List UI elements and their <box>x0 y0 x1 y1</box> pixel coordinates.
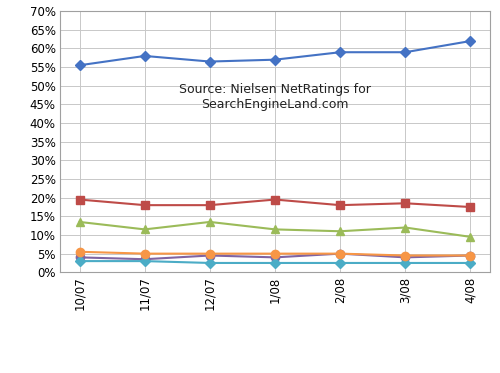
AOL <box>76 255 82 260</box>
Microsoft <box>337 229 343 233</box>
Google <box>272 57 278 62</box>
Microsoft <box>402 225 408 230</box>
AOL <box>337 251 343 256</box>
Others <box>76 250 82 254</box>
AOL <box>272 255 278 260</box>
Others <box>468 253 473 258</box>
Microsoft <box>207 220 213 224</box>
Others <box>337 251 343 256</box>
Google <box>337 50 343 54</box>
Ask <box>468 261 473 265</box>
Google <box>142 54 148 58</box>
Google <box>468 39 473 43</box>
Text: Source: Nielsen NetRatings for
SearchEngineLand.com: Source: Nielsen NetRatings for SearchEng… <box>179 83 371 111</box>
Others <box>402 253 408 258</box>
Others <box>142 251 148 256</box>
Yahoo <box>337 203 343 207</box>
Microsoft <box>272 227 278 232</box>
AOL <box>142 257 148 261</box>
Others <box>207 251 213 256</box>
Line: AOL: AOL <box>76 250 474 263</box>
Yahoo <box>207 203 213 207</box>
Ask <box>272 261 278 265</box>
Line: Microsoft: Microsoft <box>76 218 474 241</box>
Line: Google: Google <box>76 38 474 69</box>
AOL <box>207 253 213 258</box>
Ask <box>337 261 343 265</box>
Yahoo <box>76 197 82 202</box>
Yahoo <box>142 203 148 207</box>
AOL <box>402 255 408 260</box>
Ask <box>76 259 82 263</box>
AOL <box>468 253 473 258</box>
Google <box>76 63 82 68</box>
Yahoo <box>272 197 278 202</box>
Microsoft <box>142 227 148 232</box>
Google <box>207 59 213 64</box>
Line: Ask: Ask <box>76 258 474 266</box>
Ask <box>402 261 408 265</box>
Google <box>402 50 408 54</box>
Microsoft <box>76 220 82 224</box>
Yahoo <box>402 201 408 206</box>
Ask <box>207 261 213 265</box>
Yahoo <box>468 205 473 209</box>
Ask <box>142 259 148 263</box>
Line: Yahoo: Yahoo <box>76 195 474 211</box>
Microsoft <box>468 235 473 239</box>
Others <box>272 251 278 256</box>
Line: Others: Others <box>76 248 474 260</box>
